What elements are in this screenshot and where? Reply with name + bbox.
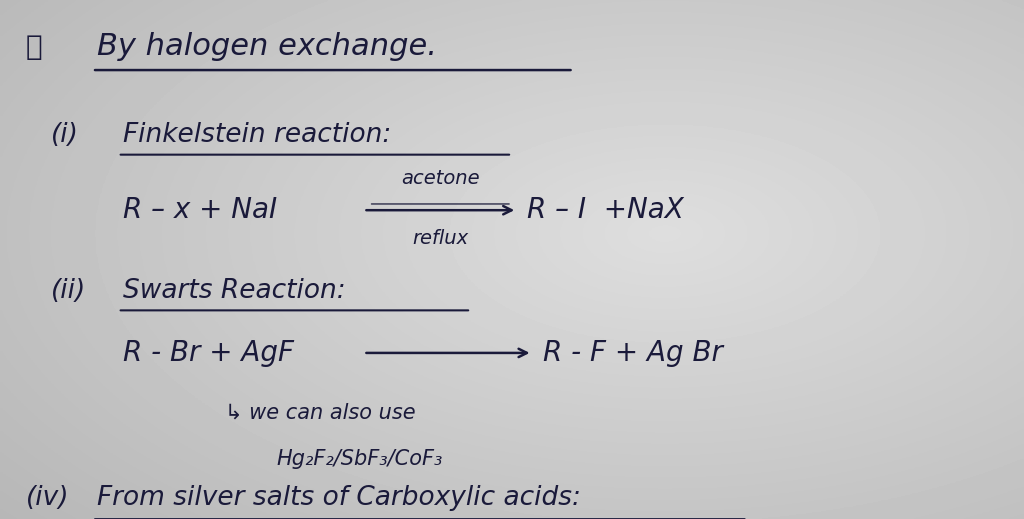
Text: R - Br + AgF: R - Br + AgF	[123, 339, 294, 367]
Text: By halogen exchange.: By halogen exchange.	[97, 32, 437, 61]
Text: acetone: acetone	[401, 169, 479, 187]
Text: R – I  +NaX: R – I +NaX	[527, 196, 684, 224]
Text: (i): (i)	[51, 122, 79, 148]
Text: R – x + NaI: R – x + NaI	[123, 196, 278, 224]
Text: R - F + Ag Br: R - F + Ag Br	[543, 339, 723, 367]
Text: reflux: reflux	[413, 229, 468, 248]
Text: ⒲: ⒲	[26, 33, 42, 61]
Text: Swarts Reaction:: Swarts Reaction:	[123, 278, 345, 304]
Text: (iv): (iv)	[26, 485, 69, 511]
Text: Hg₂F₂/SbF₃/CoF₃: Hg₂F₂/SbF₃/CoF₃	[276, 449, 442, 469]
Text: From silver salts of Carboxylic acids:: From silver salts of Carboxylic acids:	[97, 485, 582, 511]
Text: ↳ we can also use: ↳ we can also use	[225, 403, 416, 422]
Text: Finkelstein reaction:: Finkelstein reaction:	[123, 122, 391, 148]
Text: (ii): (ii)	[51, 278, 86, 304]
